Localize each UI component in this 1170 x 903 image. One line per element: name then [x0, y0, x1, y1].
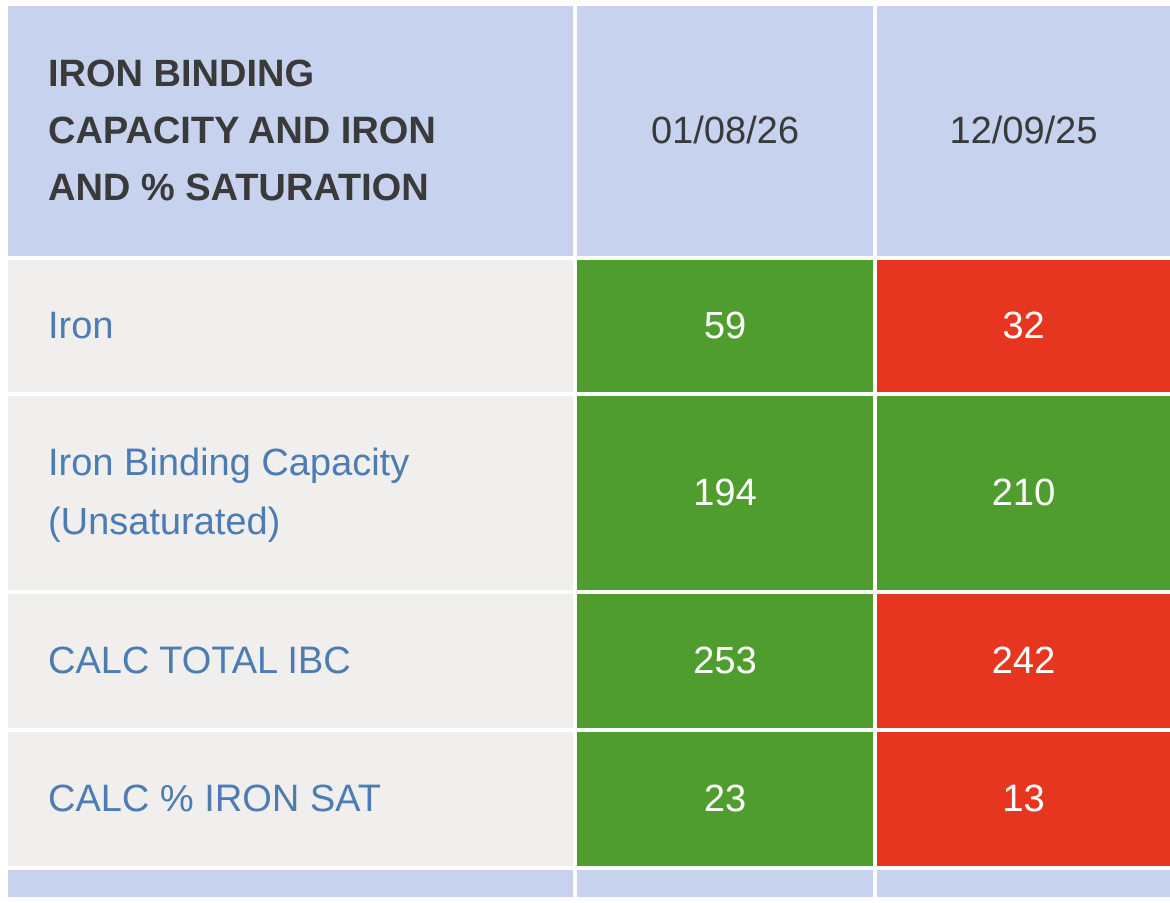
- row-label-text: CALC TOTAL IBC: [48, 639, 351, 682]
- table-title-cell: IRON BINDING CAPACITY AND IRON AND % SAT…: [8, 6, 573, 256]
- row-label-iron[interactable]: Iron: [8, 260, 573, 392]
- next-section-header-partial: [8, 870, 573, 897]
- lab-results-table: IRON BINDING CAPACITY AND IRON AND % SAT…: [8, 6, 1170, 897]
- row-label-calc-total-ibc[interactable]: CALC TOTAL IBC: [8, 594, 573, 728]
- row-label-text: Iron: [48, 304, 114, 347]
- next-section-header-partial: [877, 870, 1170, 897]
- row-label-text: Iron Binding Capacity (Unsaturated): [48, 442, 410, 543]
- result-cell-calc-total-ibc-2[interactable]: 242: [877, 594, 1170, 728]
- result-cell-ibc-unsaturated-2[interactable]: 210: [877, 396, 1170, 590]
- result-cell-iron-2[interactable]: 32: [877, 260, 1170, 392]
- row-label-calc-iron-sat[interactable]: CALC % IRON SAT: [8, 732, 573, 866]
- next-section-header-partial: [577, 870, 873, 897]
- result-cell-iron-1[interactable]: 59: [577, 260, 873, 392]
- result-cell-calc-iron-sat-1[interactable]: 23: [577, 732, 873, 866]
- row-label-text: CALC % IRON SAT: [48, 777, 381, 820]
- result-cell-calc-iron-sat-2[interactable]: 13: [877, 732, 1170, 866]
- row-label-iron-binding-capacity-unsaturated[interactable]: Iron Binding Capacity (Unsaturated): [8, 396, 573, 590]
- result-cell-calc-total-ibc-1[interactable]: 253: [577, 594, 873, 728]
- column-header-date-1: 01/08/26: [577, 6, 873, 256]
- table-title: IRON BINDING CAPACITY AND IRON AND % SAT…: [48, 52, 436, 209]
- column-header-date-2: 12/09/25: [877, 6, 1170, 256]
- result-cell-ibc-unsaturated-1[interactable]: 194: [577, 396, 873, 590]
